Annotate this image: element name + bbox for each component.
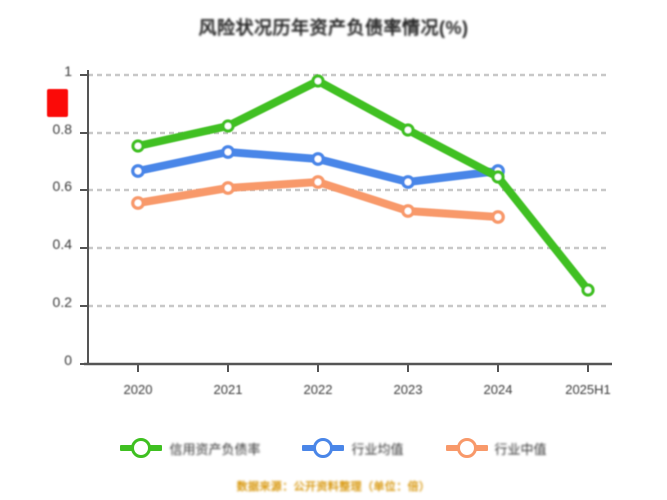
y-tick-label: 1 xyxy=(64,63,72,79)
legend-item-credit-debt-ratio[interactable]: 信用资产负债率 xyxy=(120,438,260,458)
source-note: 数据来源：公开资料整理（单位：倍） xyxy=(236,481,431,493)
series-markers-industry-median xyxy=(131,175,505,224)
x-tick-label: 2023 xyxy=(393,382,423,397)
y-tick-label: 0.8 xyxy=(52,121,72,137)
legend-item-industry-average[interactable]: 行业均值 xyxy=(302,438,404,458)
y-tick-label: 0.2 xyxy=(52,294,72,310)
legend-label: 信用资产负债率 xyxy=(169,441,261,457)
series-markers-industry-average xyxy=(131,145,505,189)
legend-label: 行业中值 xyxy=(494,441,547,457)
x-tick-label: 2022 xyxy=(303,382,333,397)
legend-item-industry-median[interactable]: 行业中值 xyxy=(445,438,547,458)
series-line-industry-median xyxy=(131,175,505,224)
redaction-mark xyxy=(47,89,68,117)
legend-marker-orange-icon xyxy=(445,438,488,458)
chart-legend: 信用资产负债率 行业均值 行业中值 xyxy=(0,438,667,458)
legend-marker-green-icon xyxy=(120,438,163,458)
series-line-industry-average xyxy=(131,145,505,189)
x-tick-label: 2020 xyxy=(123,382,153,397)
y-tick-label: 0.6 xyxy=(52,178,72,194)
series-line-credit-debt-ratio xyxy=(131,74,595,297)
series-markers-credit-debt-ratio xyxy=(131,74,595,297)
legend-label: 行业均值 xyxy=(351,441,404,457)
chart-axes xyxy=(80,70,612,372)
y-tick-label: 0 xyxy=(64,352,72,368)
y-tick-label: 0.4 xyxy=(52,236,72,252)
legend-marker-blue-icon xyxy=(302,438,345,458)
x-tick-label: 2021 xyxy=(213,382,243,397)
gridlines xyxy=(88,73,610,308)
chart-title: 风险状况历年资产负债率情况(%) xyxy=(198,18,469,38)
x-tick-label: 2024 xyxy=(483,382,513,397)
x-tick-label: 2025H1 xyxy=(565,382,611,397)
